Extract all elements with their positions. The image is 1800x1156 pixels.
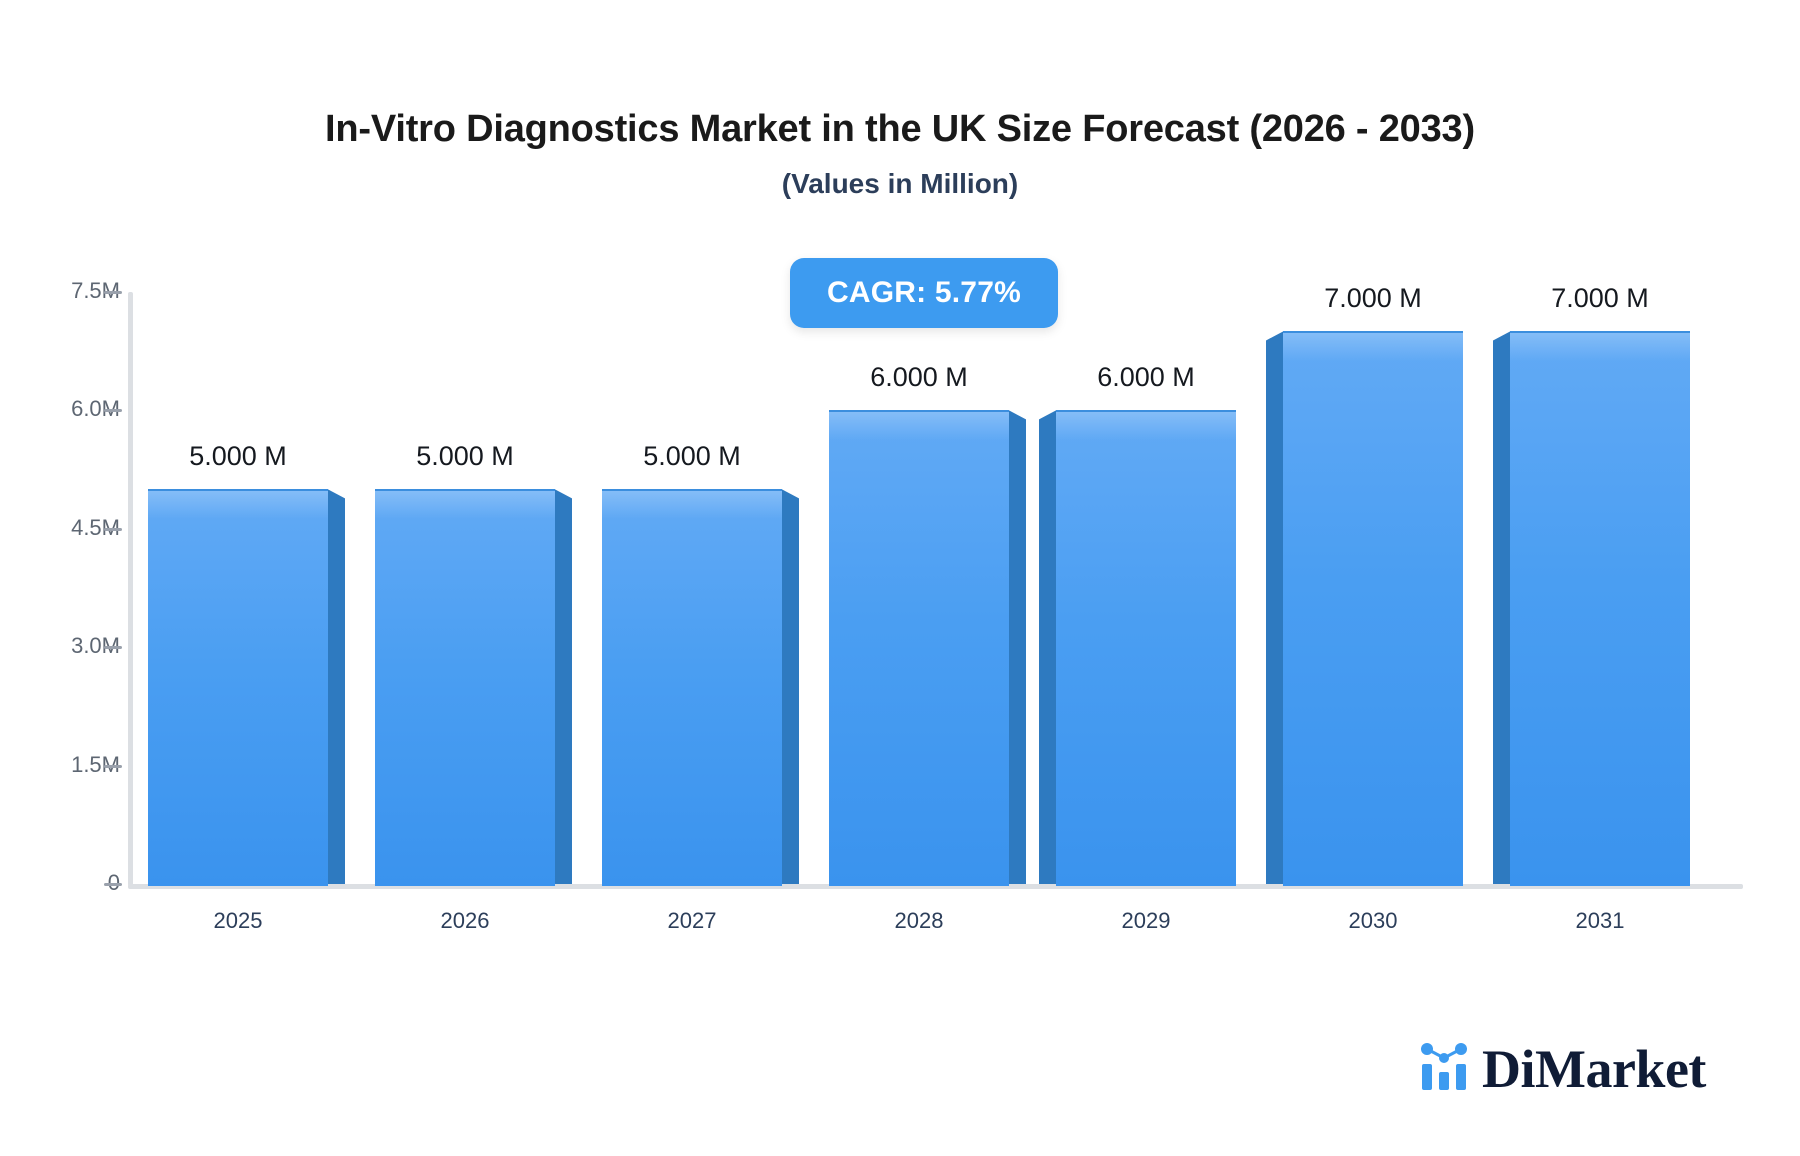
- bar-highlight: [829, 412, 1009, 441]
- x-axis-tick-label: 2028: [894, 908, 944, 933]
- y-axis-tick-mark: [104, 764, 122, 768]
- x-axis-tick-label: 2029: [1121, 908, 1171, 933]
- y-axis-tick-mark: [104, 646, 122, 650]
- y-axis-tick-label: 6.0M: [71, 396, 120, 422]
- bar-side-panel: [1493, 331, 1510, 884]
- bar-side-panel: [1266, 331, 1283, 884]
- x-axis-tick-label: 2025: [213, 908, 263, 933]
- x-axis-tick-label: 2031: [1575, 908, 1625, 933]
- bar-value-label: 7.000 M: [1551, 283, 1649, 314]
- bar-highlight: [1510, 333, 1690, 362]
- y-axis-tick-label: 1.5M: [71, 751, 120, 777]
- x-axis-tick-label: 2026: [440, 908, 490, 933]
- bar-side-panel: [555, 489, 572, 884]
- bar-side-panel: [1039, 410, 1056, 884]
- bar-value-label: 6.000 M: [870, 362, 968, 393]
- x-axis-tick-label: 2030: [1348, 908, 1398, 933]
- y-axis-tick-mark: [104, 883, 122, 886]
- y-axis-tick-label: 3.0M: [71, 633, 120, 659]
- bar[interactable]: [602, 489, 782, 886]
- bar-value-label: 5.000 M: [416, 441, 514, 472]
- y-axis-tick-label: 4.5M: [71, 514, 120, 540]
- bar-side-panel: [782, 489, 799, 884]
- bar[interactable]: [148, 489, 328, 886]
- y-axis-tick-label: 7.5M: [71, 278, 120, 303]
- cagr-badge: CAGR: 5.77%: [790, 258, 1058, 328]
- x-axis-line: [128, 884, 1743, 889]
- bar-chart-logo-icon: [1418, 1040, 1470, 1097]
- x-axis-tick-label: 2027: [667, 908, 717, 933]
- y-axis-tick-mark: [104, 409, 122, 413]
- bar-highlight: [602, 491, 782, 520]
- bar-highlight: [1056, 412, 1236, 441]
- bar-value-label: 6.000 M: [1097, 362, 1195, 393]
- bar[interactable]: [1056, 410, 1236, 886]
- bar-highlight: [375, 491, 555, 520]
- bar-side-panel: [328, 489, 345, 884]
- bar[interactable]: [1510, 331, 1690, 886]
- bar[interactable]: [375, 489, 555, 886]
- y-axis-tick-mark: [104, 291, 122, 294]
- y-axis-tick-mark: [104, 527, 122, 531]
- y-axis-line: [128, 292, 133, 886]
- bar[interactable]: [829, 410, 1009, 886]
- bar-value-label: 5.000 M: [189, 441, 287, 472]
- y-axis-tick-label: 0: [0, 872, 120, 894]
- cagr-badge-label: CAGR: 5.77%: [827, 276, 1021, 309]
- bar-side-panel: [1009, 410, 1026, 884]
- logo-text: DiMarket: [1482, 1038, 1706, 1099]
- dimarket-logo: DiMarket: [1418, 1040, 1706, 1097]
- chart-title: In-Vitro Diagnostics Market in the UK Si…: [325, 108, 1475, 150]
- bar-value-label: 7.000 M: [1324, 283, 1422, 314]
- bar-highlight: [148, 491, 328, 520]
- bar-value-label: 5.000 M: [643, 441, 741, 472]
- bar[interactable]: [1283, 331, 1463, 886]
- bar-highlight: [1283, 333, 1463, 362]
- chart-subtitle: (Values in Million): [781, 168, 1019, 199]
